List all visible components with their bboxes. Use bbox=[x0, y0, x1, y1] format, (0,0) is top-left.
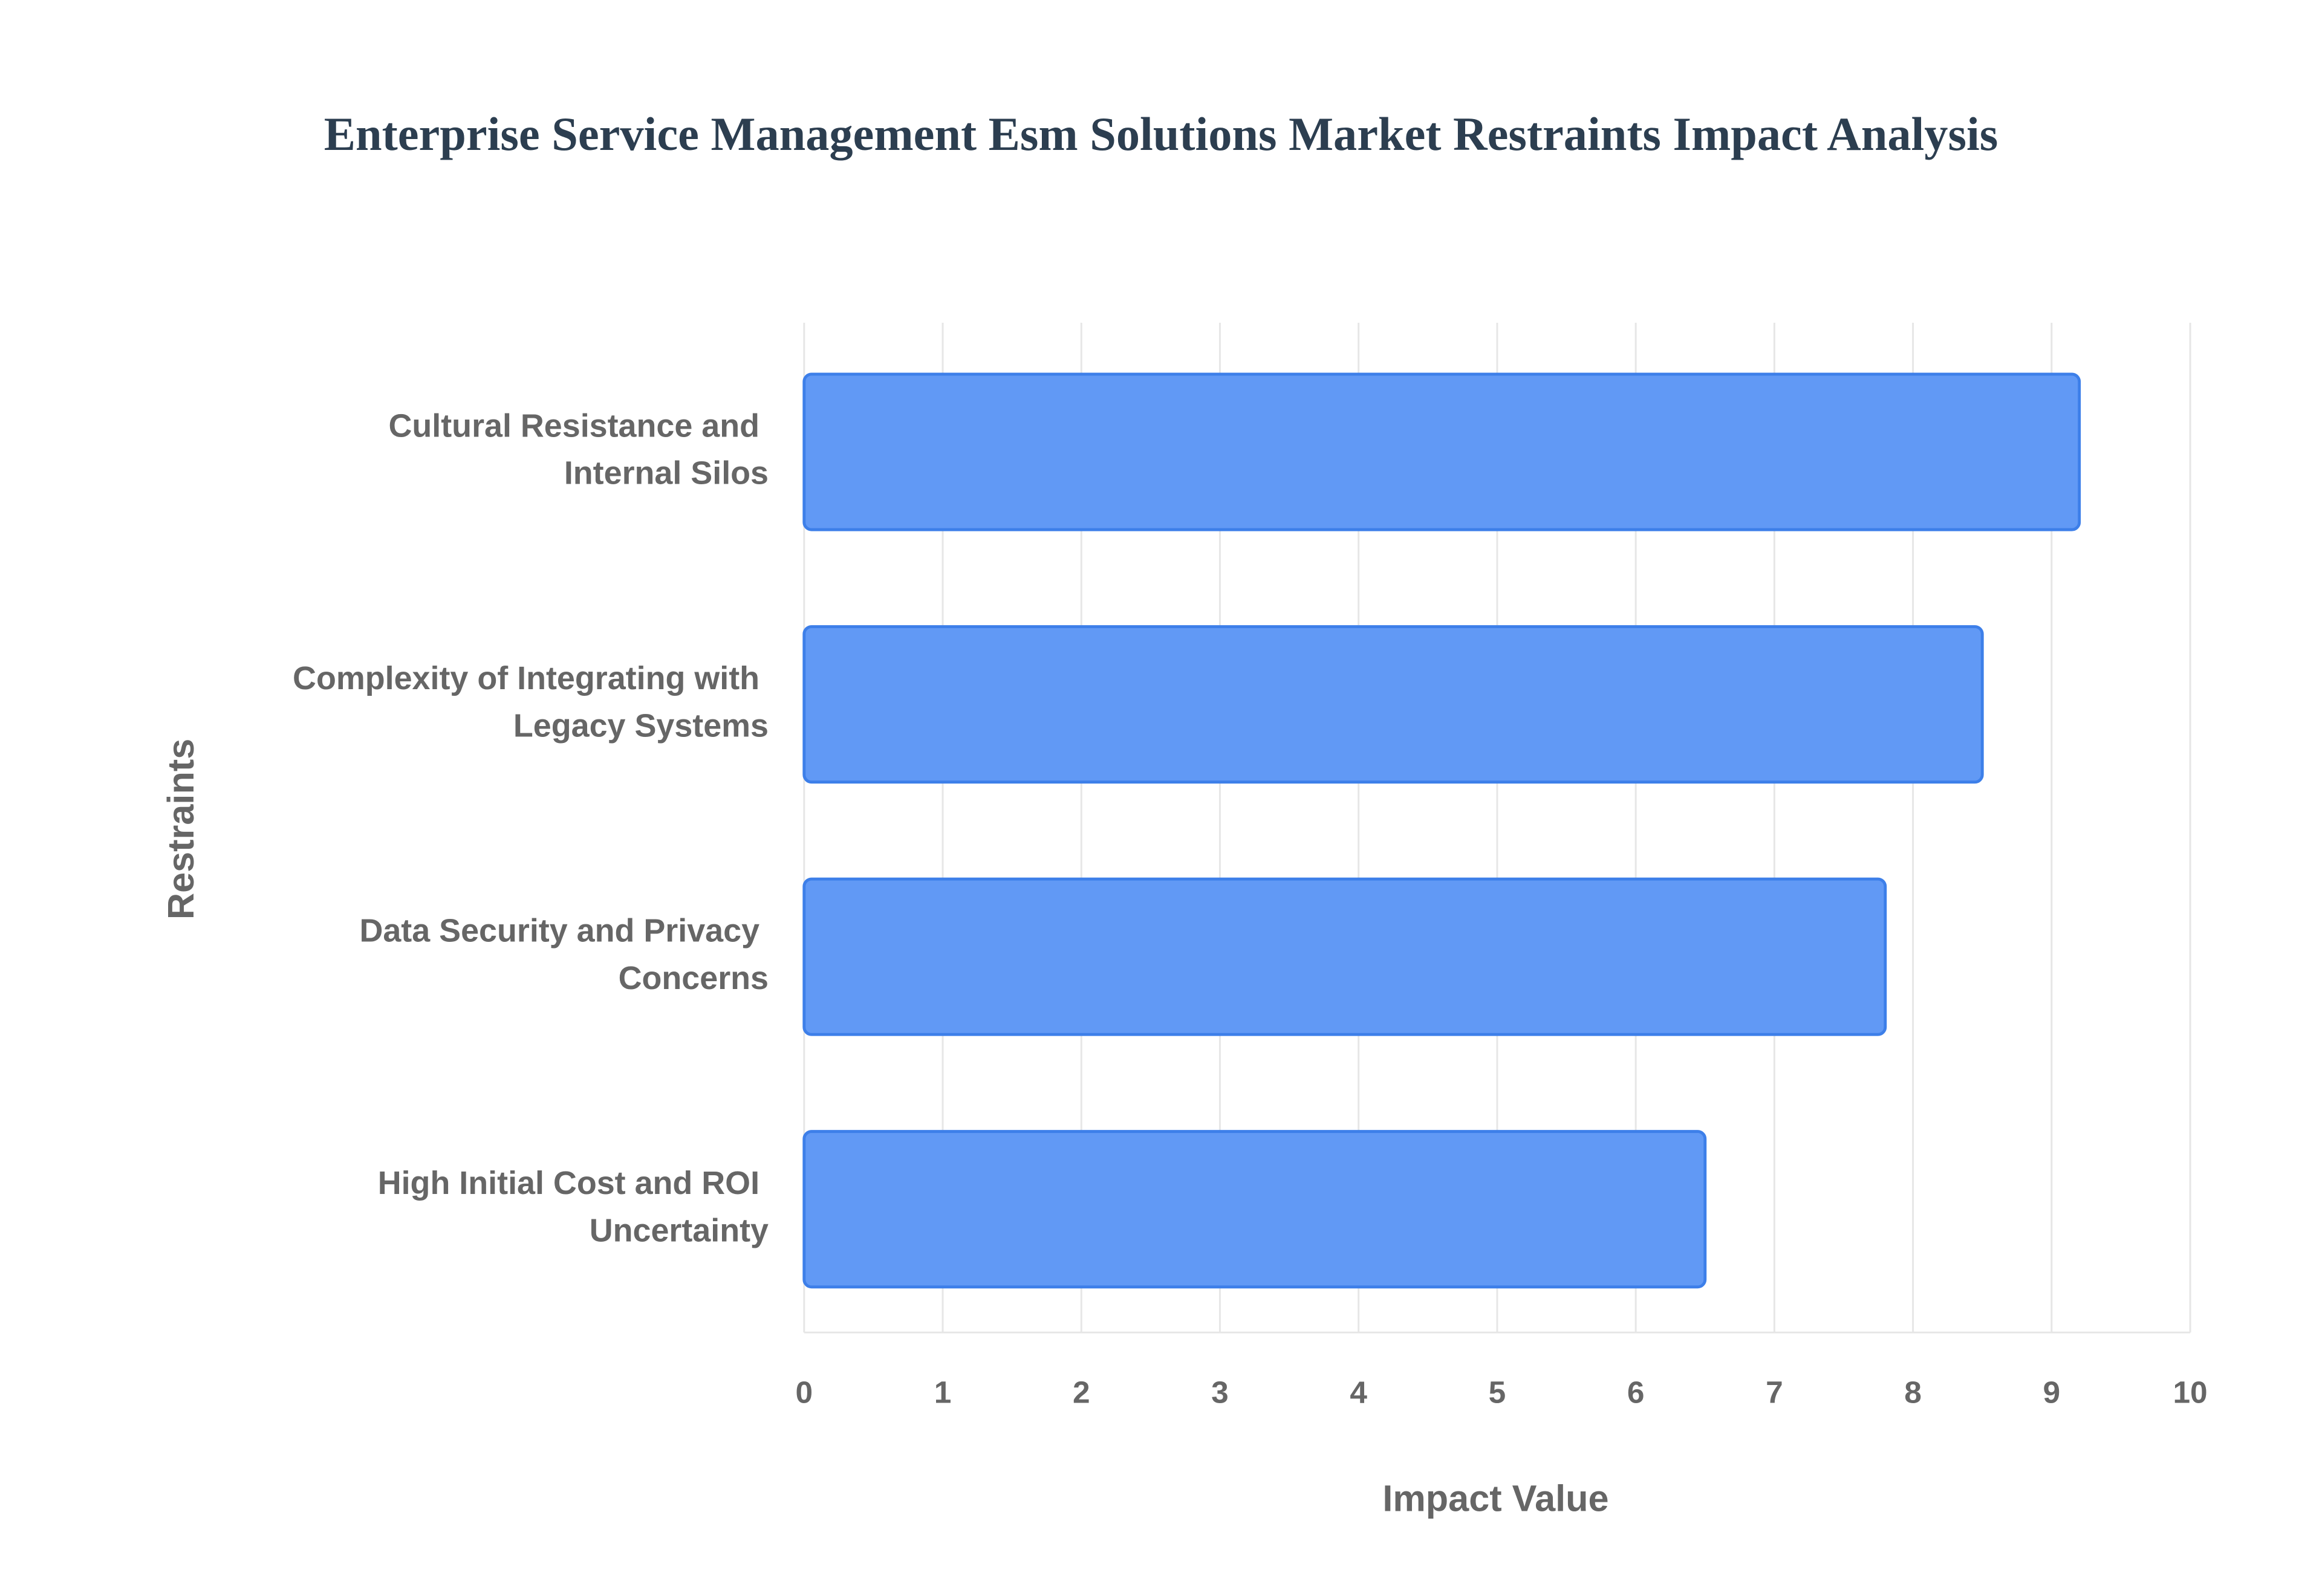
y-tick-label: Complexity of Integrating with Legacy Sy… bbox=[293, 660, 769, 744]
x-tick-label: 7 bbox=[1766, 1375, 1783, 1410]
bar bbox=[802, 372, 2081, 531]
y-tick-label: Cultural Resistance and Internal Silos bbox=[388, 408, 769, 491]
x-tick-label: 6 bbox=[1627, 1375, 1645, 1410]
x-tick-label: 2 bbox=[1073, 1375, 1090, 1410]
x-tick-label: 10 bbox=[2173, 1375, 2207, 1410]
y-axis-label: Restraints bbox=[160, 739, 201, 920]
x-tick-label: 5 bbox=[1489, 1375, 1506, 1410]
x-tick-label: 9 bbox=[2043, 1375, 2061, 1410]
chart-title: Enterprise Service Management Esm Soluti… bbox=[324, 108, 1998, 160]
x-tick-label: 4 bbox=[1350, 1375, 1367, 1410]
x-axis-label: Impact Value bbox=[1382, 1478, 1608, 1519]
y-tick-label: High Initial Cost and ROI Uncertainty bbox=[378, 1165, 769, 1248]
bar bbox=[802, 625, 1984, 784]
y-tick-label: Data Security and Privacy Concerns bbox=[359, 913, 769, 996]
x-tick-label: 1 bbox=[934, 1375, 952, 1410]
x-tick-label: 8 bbox=[1904, 1375, 1922, 1410]
x-tick-label: 0 bbox=[795, 1375, 813, 1410]
x-tick-label: 3 bbox=[1211, 1375, 1229, 1410]
bar bbox=[802, 1130, 1707, 1289]
bar bbox=[802, 877, 1887, 1036]
